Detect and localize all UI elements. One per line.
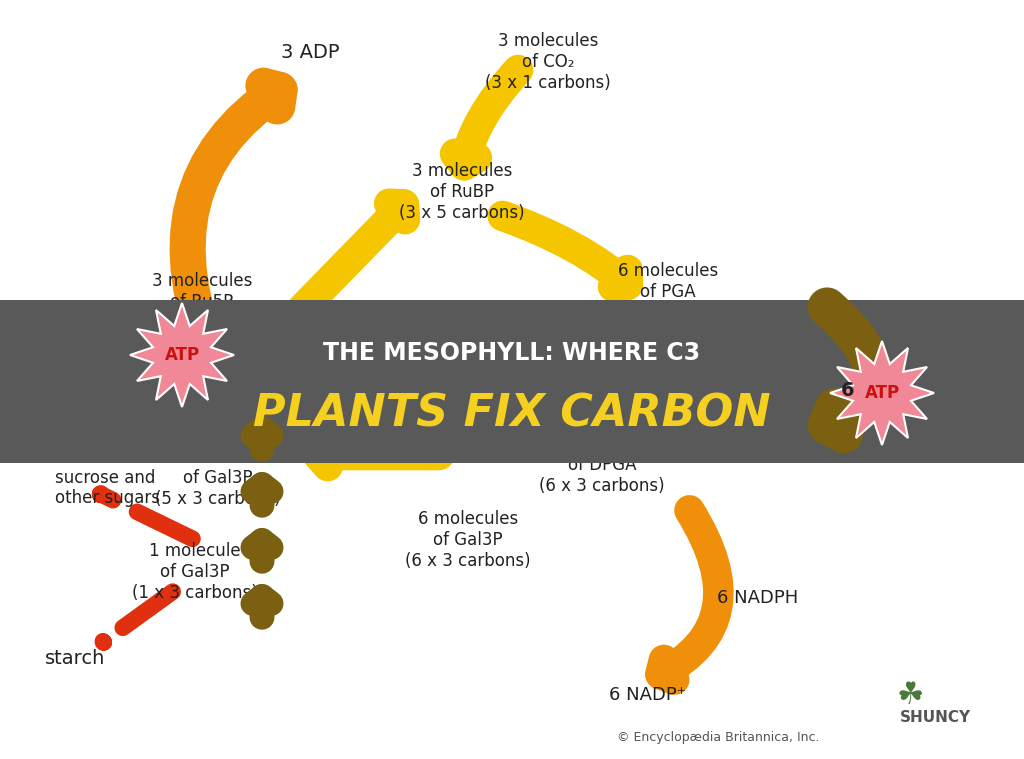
Text: 6 molecules
of PGA
(6 x 3 carbons): 6 molecules of PGA (6 x 3 carbons) (605, 262, 731, 322)
Text: ATP: ATP (864, 384, 899, 402)
Text: 3 molecules
of RuBP
(3 x 5 carbons): 3 molecules of RuBP (3 x 5 carbons) (399, 162, 525, 222)
Text: 6 ADP: 6 ADP (848, 449, 902, 467)
Text: PLANTS FIX CARBON: PLANTS FIX CARBON (253, 392, 771, 435)
Polygon shape (130, 303, 234, 407)
Bar (0, 300, 1024, 463)
Text: 1 molecule
of Gal3P
(1 x 3 carbons): 1 molecule of Gal3P (1 x 3 carbons) (132, 542, 258, 602)
FancyArrowPatch shape (100, 493, 193, 539)
FancyArrowPatch shape (102, 591, 173, 642)
Text: sucrose and
other sugars: sucrose and other sugars (55, 468, 160, 508)
Text: 6 NADP⁺: 6 NADP⁺ (609, 686, 686, 704)
Text: 6 molecules
of DPGA
(6 x 3 carbons): 6 molecules of DPGA (6 x 3 carbons) (540, 435, 665, 495)
Text: SHUNCY: SHUNCY (899, 710, 971, 726)
Text: starch: starch (45, 648, 105, 667)
Text: 6: 6 (841, 380, 855, 399)
Text: THE MESOPHYLL: WHERE C3: THE MESOPHYLL: WHERE C3 (324, 341, 700, 365)
Text: ☘: ☘ (896, 681, 924, 710)
Text: 3 ADP: 3 ADP (281, 43, 339, 61)
Text: 6 NADPH: 6 NADPH (718, 589, 799, 607)
Text: 3: 3 (141, 345, 155, 364)
Text: 3 molecules
of CO₂
(3 x 1 carbons): 3 molecules of CO₂ (3 x 1 carbons) (485, 32, 611, 92)
Text: 6 molecules
of Gal3P
(6 x 3 carbons): 6 molecules of Gal3P (6 x 3 carbons) (406, 510, 530, 570)
Text: 5 molecules
of Gal3P
(5 x 3 carbons): 5 molecules of Gal3P (5 x 3 carbons) (156, 449, 281, 508)
Text: 3 molecules
of Ru5P
(3 x 5 carbons): 3 molecules of Ru5P (3 x 5 carbons) (139, 272, 265, 332)
Polygon shape (830, 341, 934, 445)
Text: © Encyclopædia Britannica, Inc.: © Encyclopædia Britannica, Inc. (616, 732, 819, 745)
Text: ATP: ATP (165, 346, 200, 364)
